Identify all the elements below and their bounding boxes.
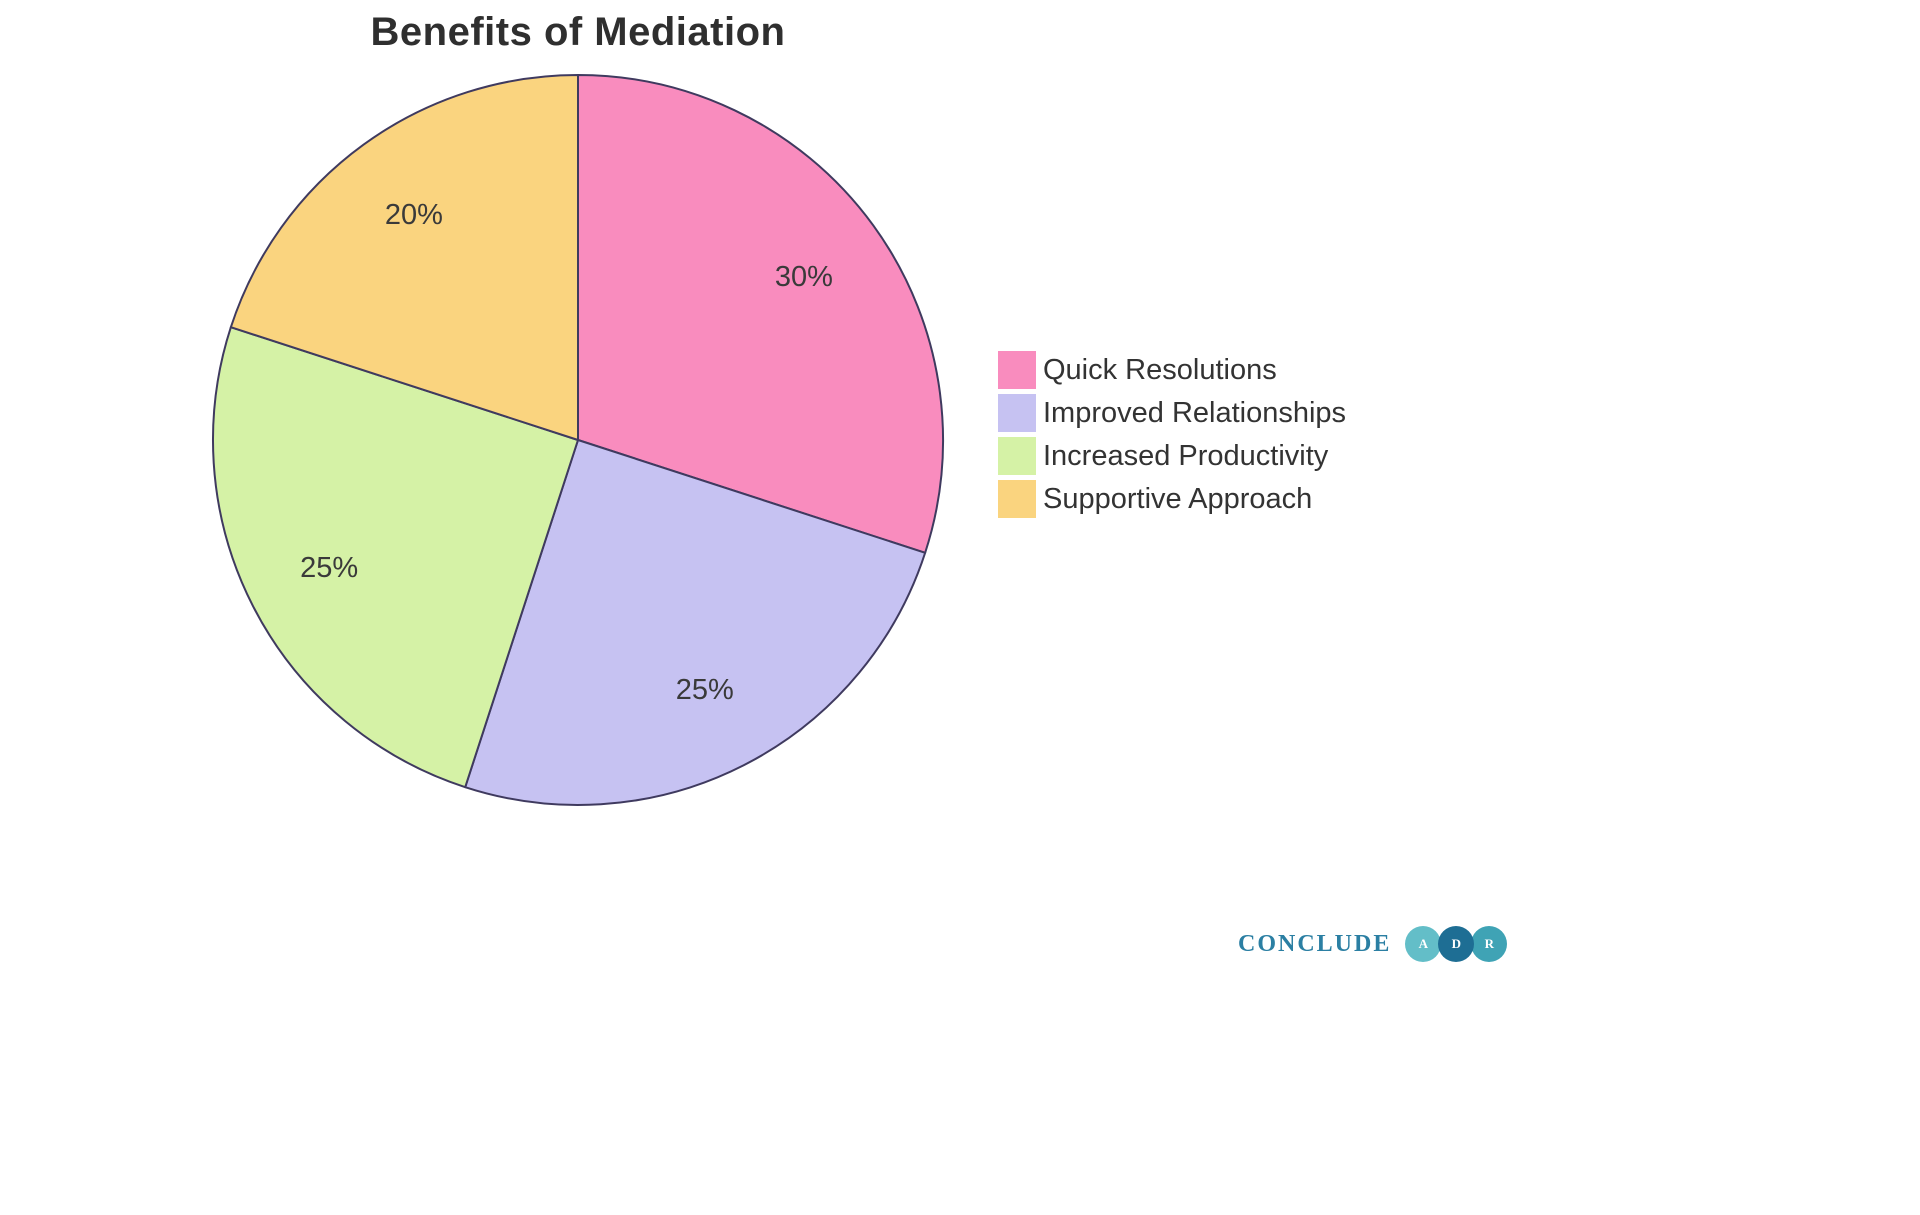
legend-item-1: Improved Relationships <box>998 394 1346 432</box>
conclude-wordmark: CONCLUDE <box>1238 930 1392 957</box>
legend-item-3: Supportive Approach <box>998 480 1346 518</box>
logo-badge-r: R <box>1471 926 1508 962</box>
legend-label: Improved Relationships <box>1043 396 1347 429</box>
legend-item-2: Increased Productivity <box>998 437 1346 475</box>
logo-badge-a: A <box>1405 926 1442 962</box>
legend-swatch <box>998 351 1036 389</box>
legend-swatch <box>998 437 1036 475</box>
legend-label: Supportive Approach <box>1043 482 1313 515</box>
pie-slice-percent-label: 20% <box>385 199 443 231</box>
pie-slice-percent-label: 25% <box>300 552 358 584</box>
pie-slice-3 <box>229 74 579 441</box>
legend-label: Increased Productivity <box>1043 439 1329 472</box>
chart-legend: Quick Resolutions Improved Relationships I… <box>998 351 1346 523</box>
legend-label: Quick Resolutions <box>1043 353 1277 386</box>
pie-slice-1 <box>464 439 927 806</box>
legend-swatch <box>998 394 1036 432</box>
logo-badge-d: D <box>1438 926 1475 962</box>
legend-swatch <box>998 480 1036 518</box>
chart-title: Benefits of Mediation <box>370 10 786 54</box>
legend-item-0: Quick Resolutions <box>998 351 1346 389</box>
pie-slice-percent-label: 30% <box>775 261 833 293</box>
pie-slice-percent-label: 25% <box>676 674 734 706</box>
pie-slice-0 <box>577 74 944 554</box>
pie-slice-2 <box>212 326 579 789</box>
